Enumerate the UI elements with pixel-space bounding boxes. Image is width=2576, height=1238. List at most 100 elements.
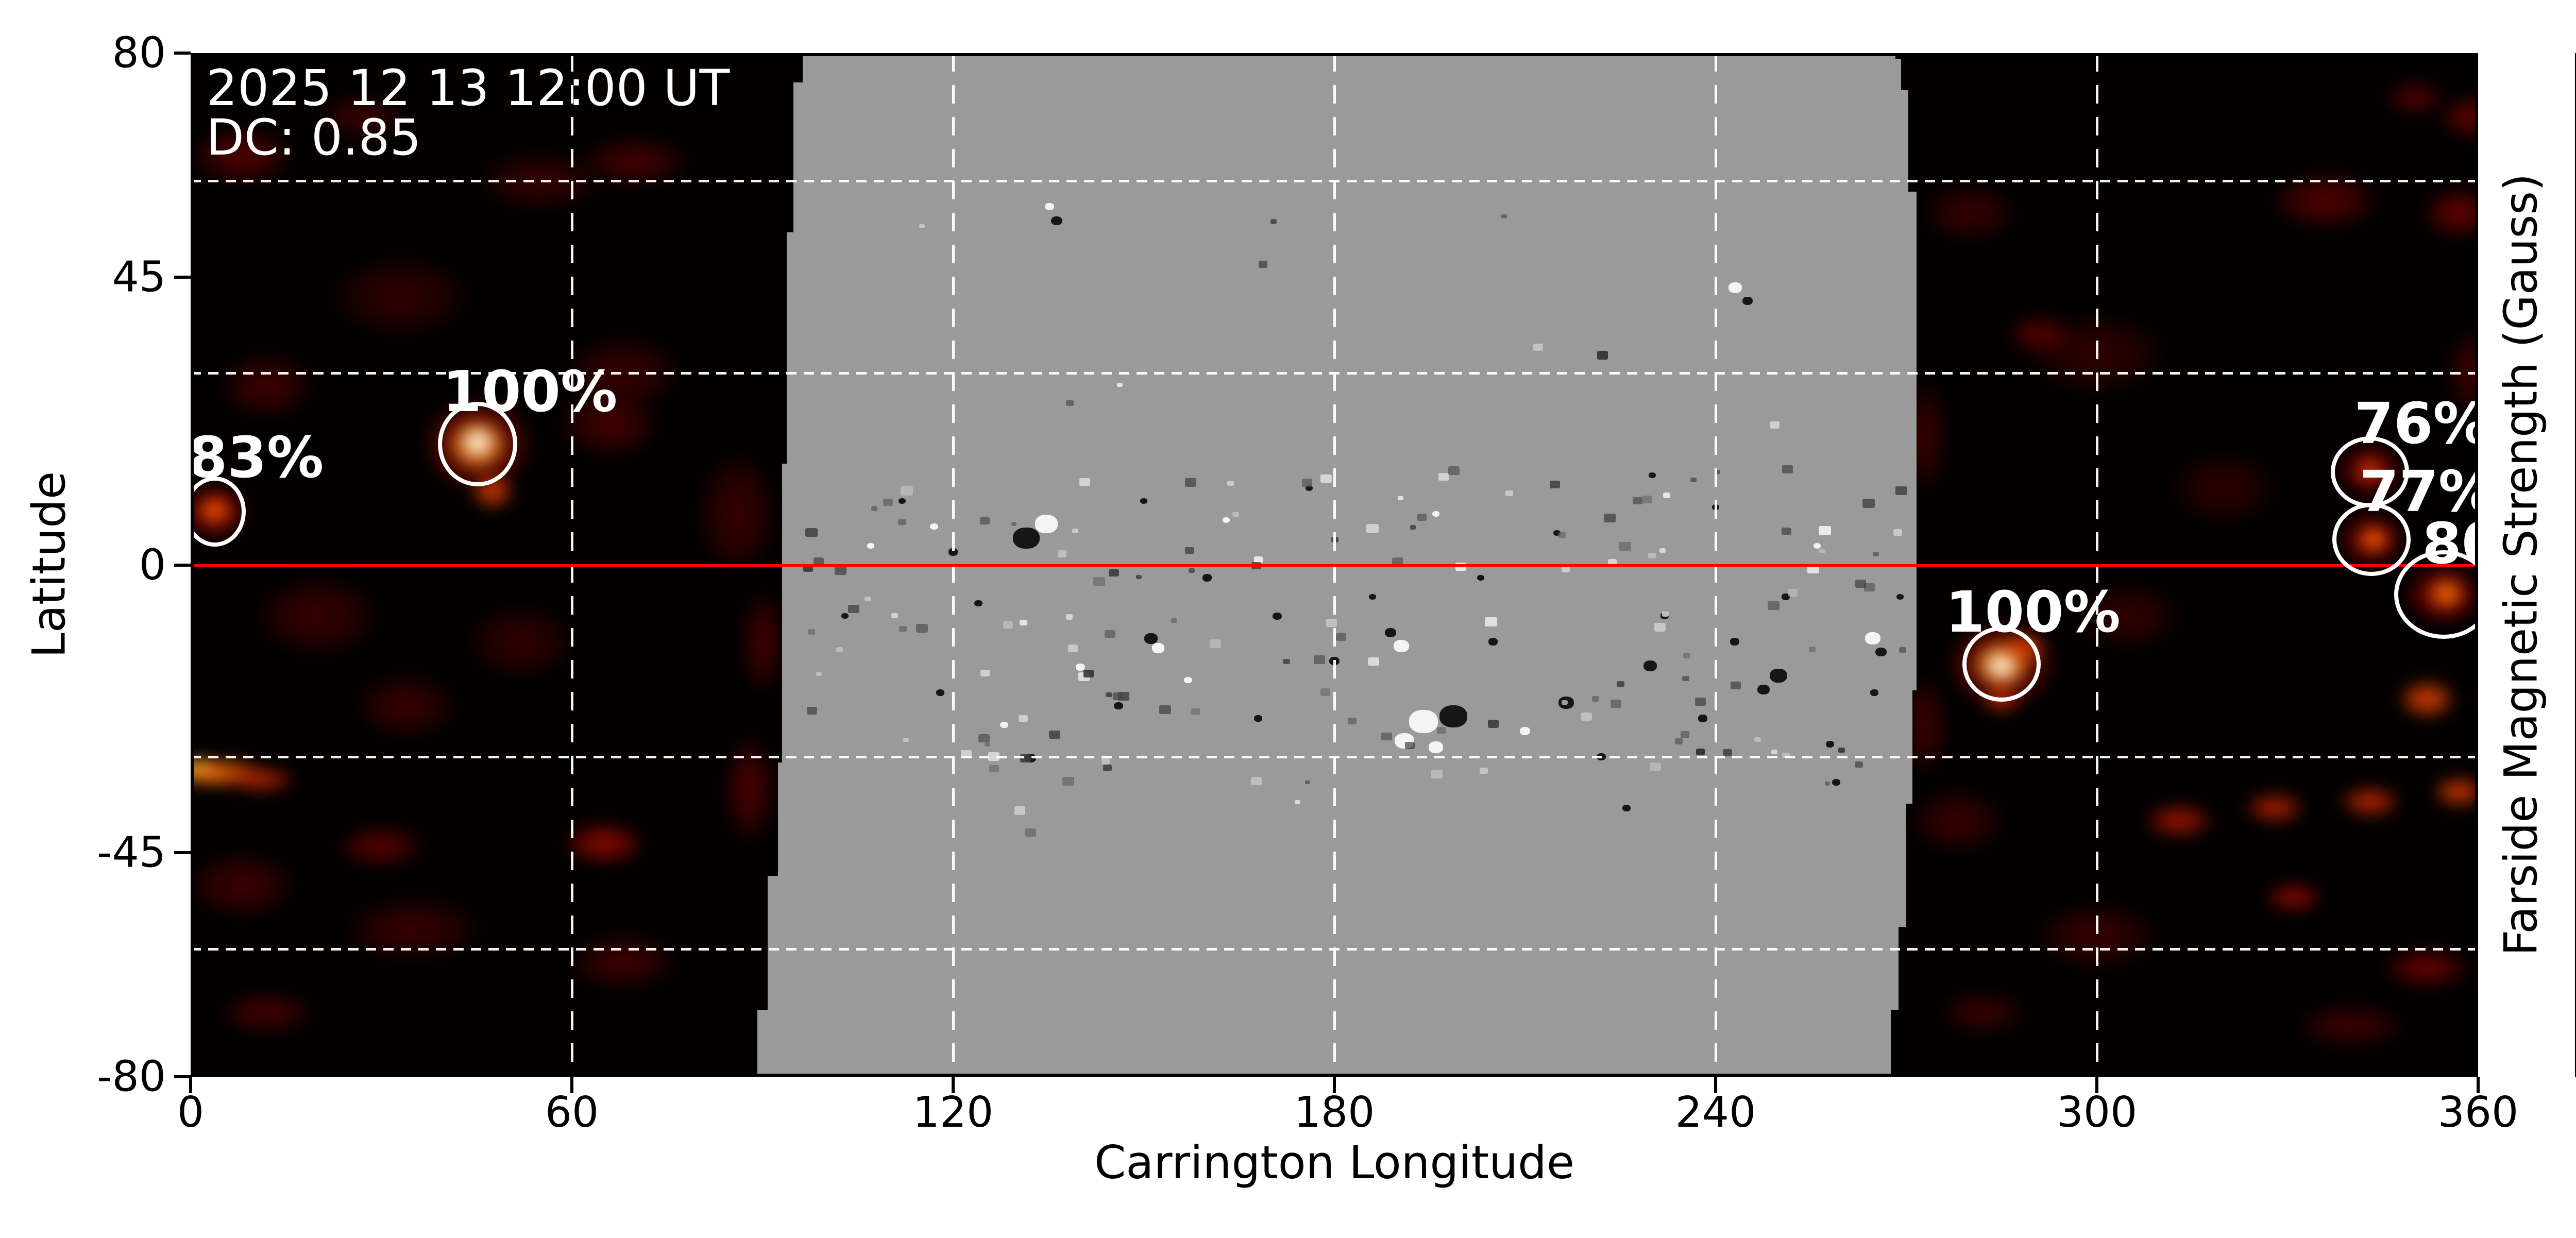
frontside-active-region: [1865, 632, 1880, 645]
frontside-speckle: [1398, 496, 1404, 500]
frontside-speckle: [891, 613, 899, 619]
frontside-active-region: [1045, 202, 1055, 211]
frontside-speckle: [814, 557, 824, 565]
frontside-speckle: [1505, 490, 1513, 496]
frontside-speckle: [919, 224, 925, 228]
frontside-speckle: [1485, 617, 1498, 627]
frontside-active-region: [1477, 574, 1484, 581]
frontside-speckle: [1862, 499, 1875, 508]
frontside-speckle: [1819, 525, 1831, 535]
frontside-speckle: [1232, 512, 1240, 517]
frontside-speckle: [1501, 214, 1507, 218]
frontside-speckle: [1770, 421, 1780, 429]
frontside-speckle: [1549, 480, 1561, 489]
x-tick-label: 120: [912, 1088, 994, 1137]
x-tick-mark: [1333, 1077, 1336, 1093]
y-tick-label: 0: [139, 540, 166, 589]
frontside-speckle: [1065, 400, 1074, 406]
farside-flux-blob: [2231, 785, 2319, 832]
frontside-speckle: [1659, 548, 1666, 553]
frontside-active-region: [1875, 647, 1887, 657]
frontside-speckle: [1855, 579, 1867, 588]
frontside-speckle: [1191, 708, 1200, 716]
frontside-speckle: [883, 498, 893, 506]
detection-circle: [1962, 626, 2041, 702]
farside-flux-blob: [2248, 159, 2403, 242]
frontside-speckle: [1003, 621, 1013, 629]
detection-probability-label: 83%: [191, 425, 324, 491]
frontside-active-region: [1742, 296, 1753, 305]
frontside-speckle: [1663, 493, 1670, 498]
frontside-speckle: [1768, 601, 1780, 610]
farside-colorbar: [2575, 53, 2576, 1077]
frontside-speckle: [1610, 699, 1621, 708]
frontside-speckle: [1619, 541, 1631, 551]
frontside-speckle: [1680, 731, 1690, 738]
detection-circle: [191, 477, 246, 547]
farside-flux-blob: [547, 812, 660, 874]
farside-flux-blob: [2130, 795, 2229, 847]
x-tick-mark: [570, 1077, 573, 1093]
x-tick-label: 0: [177, 1088, 205, 1137]
frontside-speckle: [1366, 523, 1379, 533]
frontside-active-region: [1075, 664, 1085, 671]
frontside-speckle: [1011, 522, 1017, 527]
detection-circle: [2394, 550, 2478, 639]
frontside-speckle: [1020, 619, 1027, 625]
frontside-speckle: [1250, 777, 1262, 785]
frontside-speckle: [1320, 688, 1331, 696]
frontside-speckle: [1270, 219, 1277, 224]
frontside-active-region: [1273, 612, 1282, 620]
frontside-active-region: [1393, 640, 1409, 653]
frontside-active-region: [1770, 668, 1788, 683]
frontside-speckle: [1730, 682, 1741, 690]
frontside-speckle: [848, 604, 860, 614]
frontside-speckle: [1642, 495, 1653, 503]
frontside-speckle: [899, 625, 907, 632]
farside-flux-blob: [2146, 436, 2301, 540]
frontside-speckle: [1863, 583, 1875, 591]
farside-flux-blob: [191, 838, 319, 931]
frontside-active-region: [1643, 660, 1657, 672]
duty-cycle-text: DC: 0.85: [206, 109, 421, 166]
frontside-active-region: [1409, 710, 1438, 734]
frontside-active-region: [974, 600, 983, 607]
frontside-active-region: [930, 523, 938, 530]
frontside-speckle: [1067, 645, 1078, 652]
x-tick-mark: [2095, 1077, 2098, 1093]
farside-flux-blob: [558, 126, 713, 198]
farside-flux-blob: [200, 339, 334, 432]
frontside-speckle: [1103, 764, 1112, 771]
frontside-speckle: [1616, 681, 1625, 687]
frontside-speckle: [1305, 780, 1311, 785]
frontside-active-region: [1488, 638, 1498, 646]
frontside-active-region: [1223, 517, 1230, 523]
y-axis-title: Latitude: [22, 471, 76, 658]
frontside-speckle: [1581, 713, 1592, 721]
frontside-speckle: [1048, 730, 1060, 739]
frontside-active-region: [1202, 574, 1212, 582]
x-tick-mark: [1714, 1077, 1717, 1093]
frontside-active-region: [1113, 702, 1123, 709]
frontside-speckle: [1410, 525, 1416, 530]
frontside-speckle: [1607, 558, 1617, 566]
frontside-speckle: [1117, 383, 1123, 387]
frontside-speckle: [1072, 528, 1079, 534]
frontside-speckle: [1184, 478, 1196, 487]
farside-flux-blob: [191, 114, 314, 197]
frontside-speckle: [1093, 576, 1105, 586]
frontside-speckle: [1561, 566, 1570, 573]
x-tick-label: 300: [2056, 1088, 2138, 1137]
detection-probability-label: 77%: [2359, 458, 2478, 524]
frontside-speckle: [1283, 658, 1291, 665]
frontside-speckle: [871, 506, 877, 511]
frontside-speckle: [1690, 478, 1697, 483]
frontside-speckle: [1019, 715, 1028, 722]
farside-flux-blob: [230, 559, 405, 673]
frontside-speckle: [1171, 618, 1177, 623]
frontside-active-region: [1757, 685, 1770, 695]
frontside-speckle: [1782, 528, 1791, 535]
frontside-active-region: [1369, 593, 1376, 600]
frontside-speckle: [808, 629, 816, 635]
x-axis-title: Carrington Longitude: [1094, 1136, 1575, 1189]
